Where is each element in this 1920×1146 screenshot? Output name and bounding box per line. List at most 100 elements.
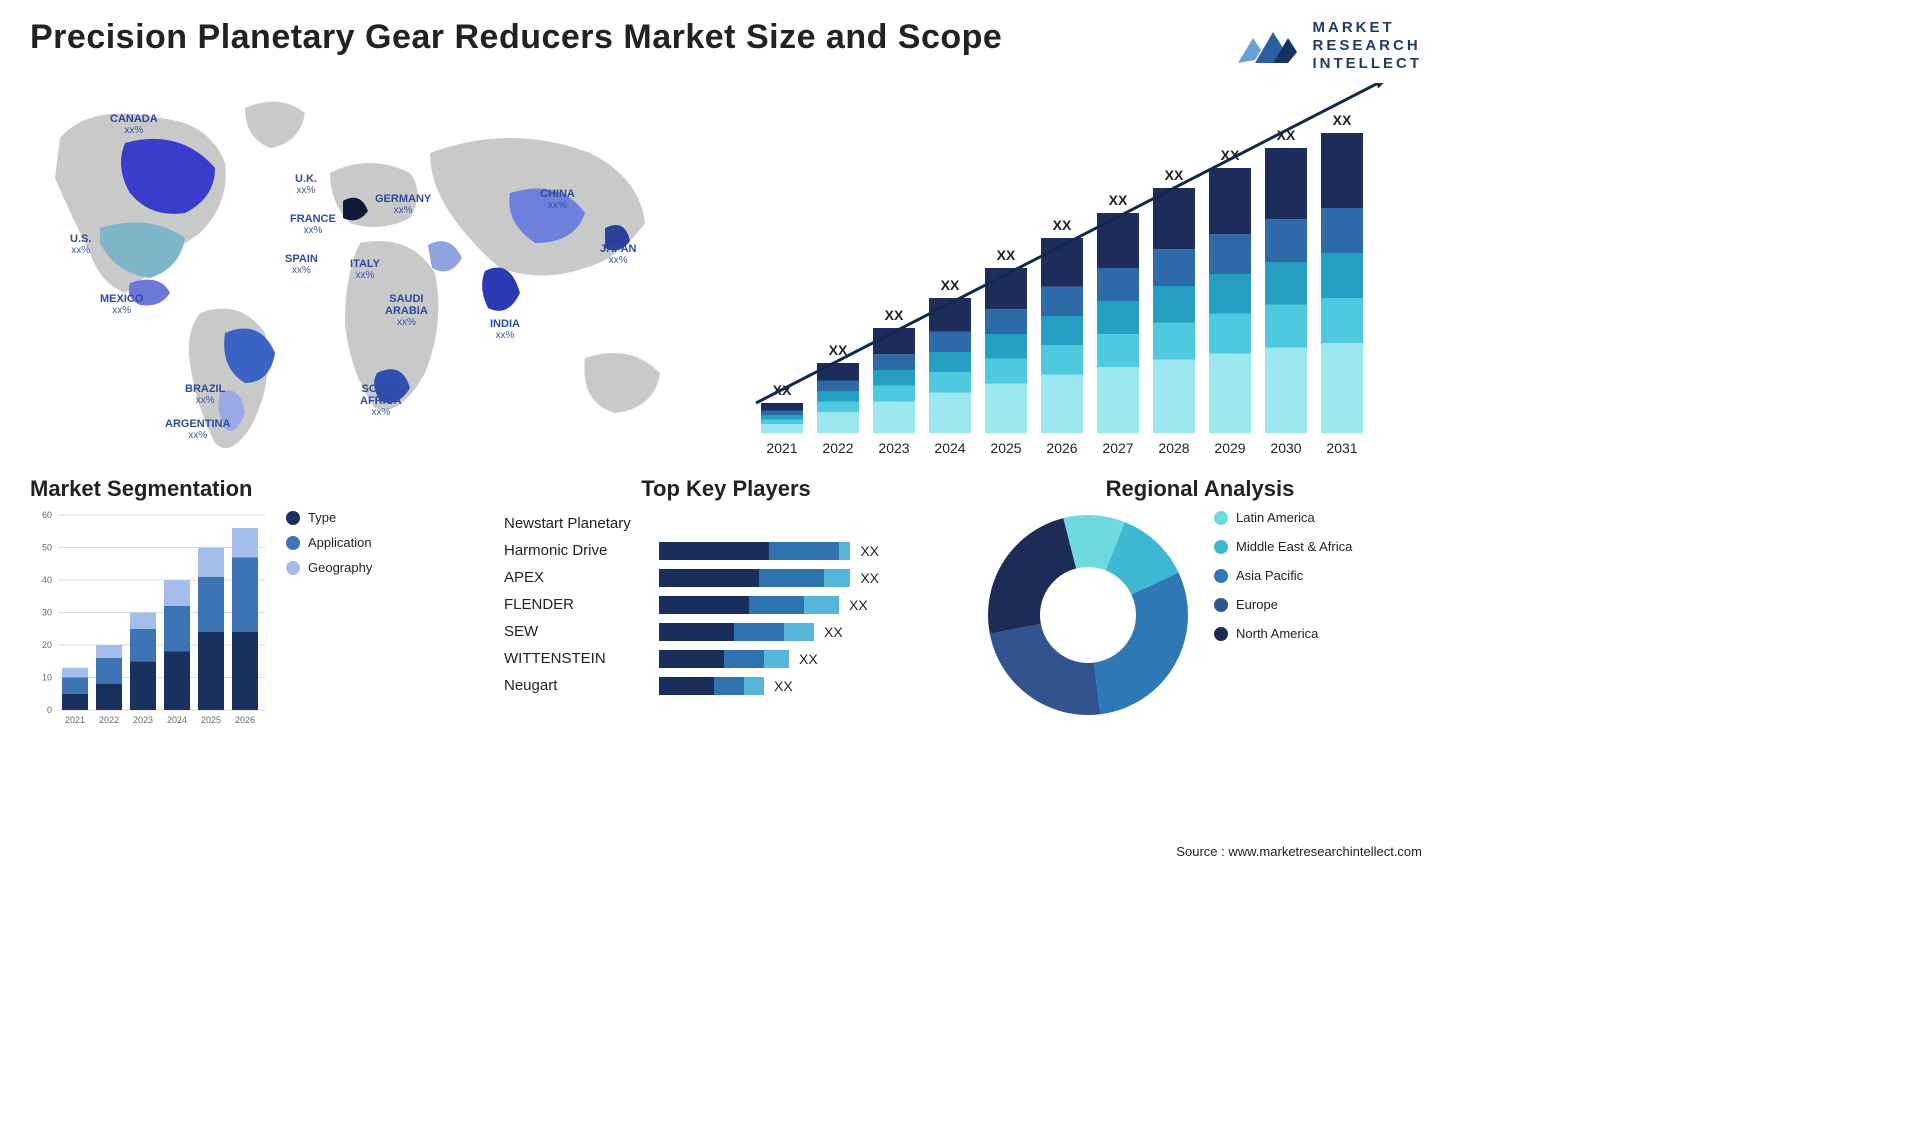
- svg-text:XX: XX: [1333, 112, 1352, 128]
- player-name: FLENDER: [504, 597, 659, 612]
- svg-text:2022: 2022: [99, 715, 119, 725]
- player-bar: XX: [659, 542, 879, 560]
- svg-text:2021: 2021: [766, 440, 797, 456]
- legend-dot: [1214, 627, 1228, 641]
- world-map: CANADAxx%U.S.xx%MEXICOxx%BRAZILxx%ARGENT…: [30, 83, 711, 468]
- map-label: JAPANxx%: [600, 243, 636, 266]
- player-row: APEXXX: [504, 564, 948, 591]
- legend-label: Asia Pacific: [1236, 568, 1303, 583]
- legend-label: Latin America: [1236, 510, 1315, 525]
- svg-text:0: 0: [47, 705, 52, 715]
- regional-panel: Regional Analysis Latin America Middle Ea…: [978, 476, 1422, 730]
- key-players-list: Newstart PlanetaryHarmonic DriveXXAPEXXX…: [504, 510, 948, 699]
- page-title: Precision Planetary Gear Reducers Market…: [30, 18, 1002, 57]
- map-label: SPAINxx%: [285, 253, 318, 276]
- map-label: U.S.xx%: [70, 233, 91, 256]
- player-value: XX: [824, 625, 843, 639]
- legend-item: Geography: [286, 560, 372, 575]
- segmentation-chart: 0102030405060202120222023202420252026: [30, 510, 270, 730]
- legend-dot: [1214, 569, 1228, 583]
- legend-dot: [1214, 540, 1228, 554]
- svg-text:50: 50: [42, 543, 52, 553]
- regional-title: Regional Analysis: [978, 476, 1422, 502]
- legend-item: Asia Pacific: [1214, 568, 1352, 583]
- legend-item: Type: [286, 510, 372, 525]
- legend-label: Europe: [1236, 597, 1278, 612]
- legend-item: Application: [286, 535, 372, 550]
- svg-text:2024: 2024: [934, 440, 965, 456]
- player-name: Newstart Planetary: [504, 516, 659, 531]
- svg-text:XX: XX: [1165, 167, 1184, 183]
- svg-text:2026: 2026: [1046, 440, 1077, 456]
- svg-text:2023: 2023: [133, 715, 153, 725]
- player-name: WITTENSTEIN: [504, 651, 659, 666]
- map-label: GERMANYxx%: [375, 193, 431, 216]
- svg-text:2027: 2027: [1102, 440, 1133, 456]
- svg-text:2028: 2028: [1158, 440, 1189, 456]
- player-value: XX: [799, 652, 818, 666]
- legend-dot: [1214, 598, 1228, 612]
- legend-label: Geography: [308, 560, 372, 575]
- svg-text:10: 10: [42, 673, 52, 683]
- source-attribution: Source : www.marketresearchintellect.com: [1176, 844, 1422, 859]
- svg-text:2029: 2029: [1214, 440, 1245, 456]
- svg-text:2021: 2021: [65, 715, 85, 725]
- svg-text:XX: XX: [997, 247, 1016, 263]
- svg-text:60: 60: [42, 510, 52, 520]
- svg-text:20: 20: [42, 640, 52, 650]
- legend-dot: [1214, 511, 1228, 525]
- svg-text:XX: XX: [885, 307, 904, 323]
- segmentation-panel: Market Segmentation 0 10 20 30 40 50 60 2021 202…: [30, 476, 474, 730]
- legend-label: North America: [1236, 626, 1318, 641]
- player-name: Harmonic Drive: [504, 543, 659, 558]
- svg-text:2025: 2025: [201, 715, 221, 725]
- map-label: CANADAxx%: [110, 113, 158, 136]
- map-label: CHINAxx%: [540, 188, 575, 211]
- player-value: XX: [774, 679, 793, 693]
- market-growth-chart: XX2021XX2022XX2023XX2024XX2025XX2026XX20…: [741, 83, 1422, 468]
- map-label: INDIAxx%: [490, 318, 520, 341]
- key-players-title: Top Key Players: [504, 476, 948, 502]
- legend-label: Application: [308, 535, 372, 550]
- svg-text:2024: 2024: [167, 715, 187, 725]
- map-label: FRANCExx%: [290, 213, 336, 236]
- brand-logo: MARKET RESEARCH INTELLECT: [1233, 18, 1423, 73]
- regional-legend: Latin America Middle East & Africa Asia Pa…: [1214, 510, 1352, 720]
- legend-item: Middle East & Africa: [1214, 539, 1352, 554]
- player-row: FLENDER XX: [504, 591, 948, 618]
- svg-text:2025: 2025: [990, 440, 1021, 456]
- player-row: NeugartXX: [504, 672, 948, 699]
- growth-chart-svg: XX2021XX2022XX2023XX2024XX2025XX2026XX20…: [741, 83, 1421, 468]
- map-label: U.K.xx%: [295, 173, 317, 196]
- player-bar: XX: [659, 596, 879, 614]
- player-value: XX: [860, 571, 879, 585]
- logo-text-3: INTELLECT: [1313, 55, 1423, 73]
- logo-text-2: RESEARCH: [1313, 37, 1423, 55]
- legend-label: Type: [308, 510, 336, 525]
- logo-text-1: MARKET: [1313, 19, 1423, 37]
- player-bar: XX: [659, 677, 879, 695]
- legend-dot: [286, 536, 300, 550]
- map-label: MEXICOxx%: [100, 293, 143, 316]
- player-value: XX: [849, 598, 868, 612]
- player-row: WITTENSTEIN XX: [504, 645, 948, 672]
- player-value: XX: [860, 544, 879, 558]
- player-bar: XX: [659, 569, 879, 587]
- map-label: ITALYxx%: [350, 258, 380, 281]
- legend-item: North America: [1214, 626, 1352, 641]
- player-bar: XX: [659, 623, 879, 641]
- legend-item: Latin America: [1214, 510, 1352, 525]
- map-label: SAUDIARABIAxx%: [385, 293, 428, 328]
- svg-text:2031: 2031: [1326, 440, 1357, 456]
- player-row: Harmonic Drive XX: [504, 537, 948, 564]
- legend-dot: [286, 561, 300, 575]
- player-row: Newstart Planetary: [504, 510, 948, 537]
- segmentation-title: Market Segmentation: [30, 476, 474, 502]
- segmentation-legend: Type Application Geography: [286, 510, 372, 730]
- player-name: SEW: [504, 624, 659, 639]
- svg-text:30: 30: [42, 608, 52, 618]
- svg-text:40: 40: [42, 575, 52, 585]
- svg-text:2022: 2022: [822, 440, 853, 456]
- legend-label: Middle East & Africa: [1236, 539, 1352, 554]
- legend-item: Europe: [1214, 597, 1352, 612]
